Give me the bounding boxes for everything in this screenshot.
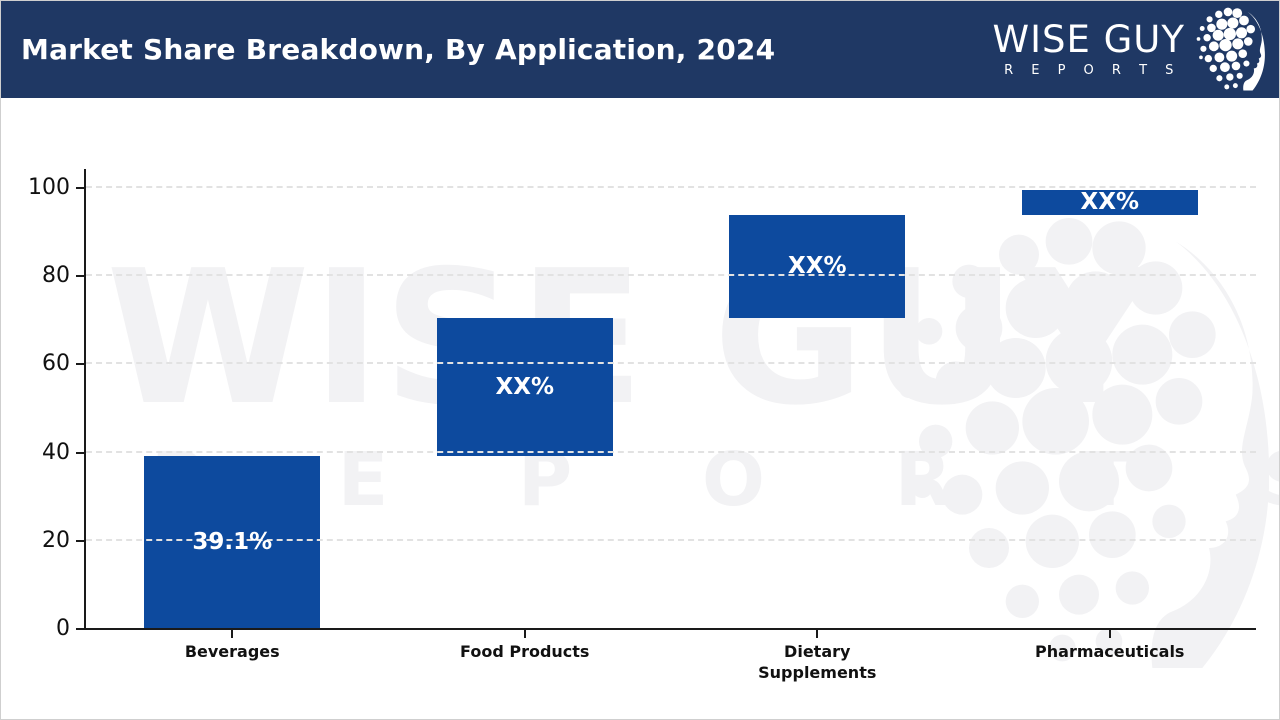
y-tick-label: 0	[56, 616, 70, 641]
x-tick-mark	[816, 630, 819, 638]
y-tick-mark	[76, 363, 84, 366]
y-tick-label: 60	[42, 351, 70, 377]
page-title: Market Share Breakdown, By Application, …	[21, 33, 776, 66]
gridline-80	[86, 274, 1256, 277]
y-tick-mark	[76, 628, 84, 630]
logo-text: WISE GUY R E P O R T S	[993, 21, 1185, 78]
x-tick-mark	[523, 630, 526, 638]
y-tick-label: 40	[42, 439, 70, 465]
gridline-20	[86, 538, 1256, 541]
bar-value-label: XX%	[495, 373, 555, 400]
chart-area: WISE GUY R E P O R T S 39.1% XX% XX% XX% 0 20…	[1, 98, 1279, 719]
gridline-100	[86, 186, 1256, 188]
x-tick-mark	[1108, 630, 1111, 638]
y-tick-mark	[76, 451, 84, 454]
bar-dietary-supplements	[729, 214, 906, 318]
x-tick-label: Pharmaceuticals	[1035, 642, 1185, 661]
logo-subtitle: R E P O R T S	[1004, 63, 1181, 78]
wise-guy-reports-logo: WISE GUY R E P O R T S	[993, 7, 1279, 93]
logo-wordmark: WISE GUY	[992, 18, 1185, 61]
wise-guy-head-icon	[1196, 7, 1265, 91]
bar-value-label: XX%	[1080, 189, 1140, 216]
y-tick-label: 80	[42, 263, 70, 289]
y-tick-label: 100	[28, 175, 70, 200]
x-tick-label: Beverages	[184, 642, 280, 661]
y-tick-mark	[76, 539, 84, 542]
bar-value-label: 39.1%	[192, 528, 273, 555]
y-axis	[84, 169, 86, 630]
header-bar: Market Share Breakdown, By Application, …	[1, 1, 1279, 98]
bar-value-label: XX%	[787, 253, 847, 280]
x-tick-mark	[231, 630, 234, 638]
watermark-head-icon	[899, 218, 1269, 668]
x-tick-label: Food Products	[460, 642, 590, 661]
gridline-60	[86, 362, 1256, 365]
bar-pharmaceuticals	[1021, 189, 1198, 215]
y-tick-mark	[76, 275, 84, 278]
bar-beverages	[144, 455, 321, 628]
gridline-40	[86, 450, 1256, 453]
x-tick-label: Dietary Supplements	[758, 642, 877, 682]
y-tick-label: 20	[42, 527, 70, 553]
y-tick-mark	[76, 187, 84, 189]
bar-food-products	[436, 317, 613, 456]
x-axis	[84, 628, 1256, 630]
